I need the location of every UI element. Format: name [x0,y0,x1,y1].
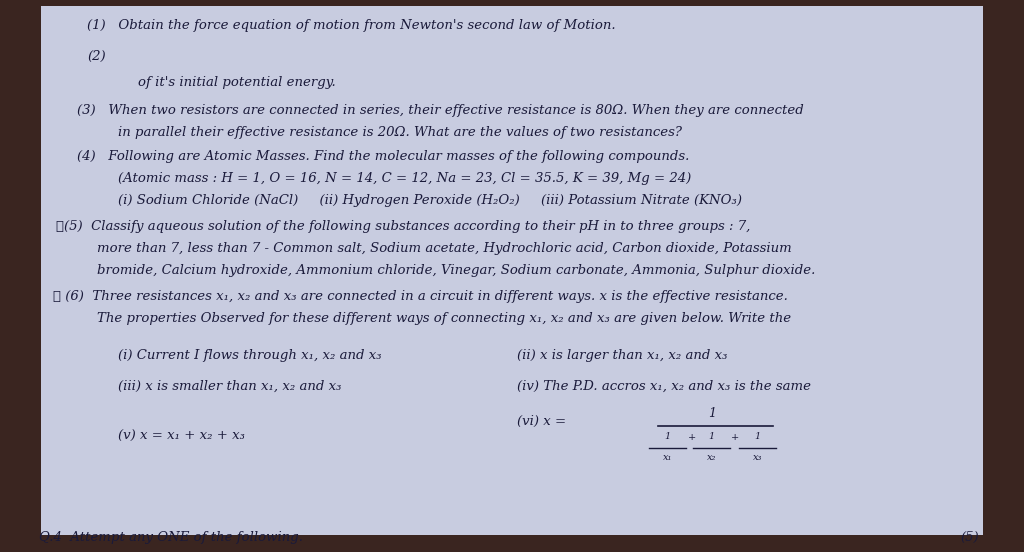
Text: ✔ (6)  Three resistances x₁, x₂ and x₃ are connected in a circuit in different w: ✔ (6) Three resistances x₁, x₂ and x₃ ar… [53,290,788,304]
Text: more than 7, less than 7 - Common salt, Sodium acetate, Hydrochloric acid, Carbo: more than 7, less than 7 - Common salt, … [97,242,792,255]
Text: Q.4  Attempt any ONE of the following.: Q.4 Attempt any ONE of the following. [39,531,303,544]
Text: (Atomic mass : H = 1, O = 16, N = 14, C = 12, Na = 23, Cl = 35.5, K = 39, Mg = 2: (Atomic mass : H = 1, O = 16, N = 14, C … [118,172,691,185]
Text: (vi) x =: (vi) x = [517,415,566,428]
Text: (1)   Obtain the force equation of motion from Newton's second law of Motion.: (1) Obtain the force equation of motion … [87,19,615,33]
Text: (2): (2) [87,50,105,63]
Text: x₃: x₃ [753,453,763,461]
Text: The properties Observed for these different ways of connecting x₁, x₂ and x₃ are: The properties Observed for these differ… [97,312,792,326]
Text: 1: 1 [755,432,761,440]
Text: (5): (5) [961,531,979,544]
Text: 1: 1 [709,432,715,440]
Text: 1: 1 [708,407,716,421]
Text: (ii) x is larger than x₁, x₂ and x₃: (ii) x is larger than x₁, x₂ and x₃ [517,349,728,362]
Text: (iv) The P.D. accros x₁, x₂ and x₃ is the same: (iv) The P.D. accros x₁, x₂ and x₃ is th… [517,380,811,393]
Text: +: + [731,433,739,442]
Text: bromide, Calcium hydroxide, Ammonium chloride, Vinegar, Sodium carbonate, Ammoni: bromide, Calcium hydroxide, Ammonium chl… [97,264,816,277]
Text: (iii) x is smaller than x₁, x₂ and x₃: (iii) x is smaller than x₁, x₂ and x₃ [118,380,341,393]
Text: (3)   When two resistors are connected in series, their effective resistance is : (3) When two resistors are connected in … [77,104,804,117]
Text: x₂: x₂ [707,453,717,461]
Text: ✕(5)  Classify aqueous solution of the following substances according to their p: ✕(5) Classify aqueous solution of the fo… [56,220,751,233]
Text: in parallel their effective resistance is 20Ω. What are the values of two resist: in parallel their effective resistance i… [118,126,682,139]
Text: (i) Current I flows through x₁, x₂ and x₃: (i) Current I flows through x₁, x₂ and x… [118,349,381,362]
Text: (4)   Following are Atomic Masses. Find the molecular masses of the following co: (4) Following are Atomic Masses. Find th… [77,150,689,163]
Text: (v) x = x₁ + x₂ + x₃: (v) x = x₁ + x₂ + x₃ [118,429,245,443]
Text: +: + [688,433,696,442]
Text: 1: 1 [665,432,671,440]
Text: of it's initial potential energy.: of it's initial potential energy. [138,76,336,89]
Text: (i) Sodium Chloride (NaCl)     (ii) Hydrogen Peroxide (H₂O₂)     (iii) Potassium: (i) Sodium Chloride (NaCl) (ii) Hydrogen… [118,194,741,208]
Text: x₁: x₁ [663,453,673,461]
